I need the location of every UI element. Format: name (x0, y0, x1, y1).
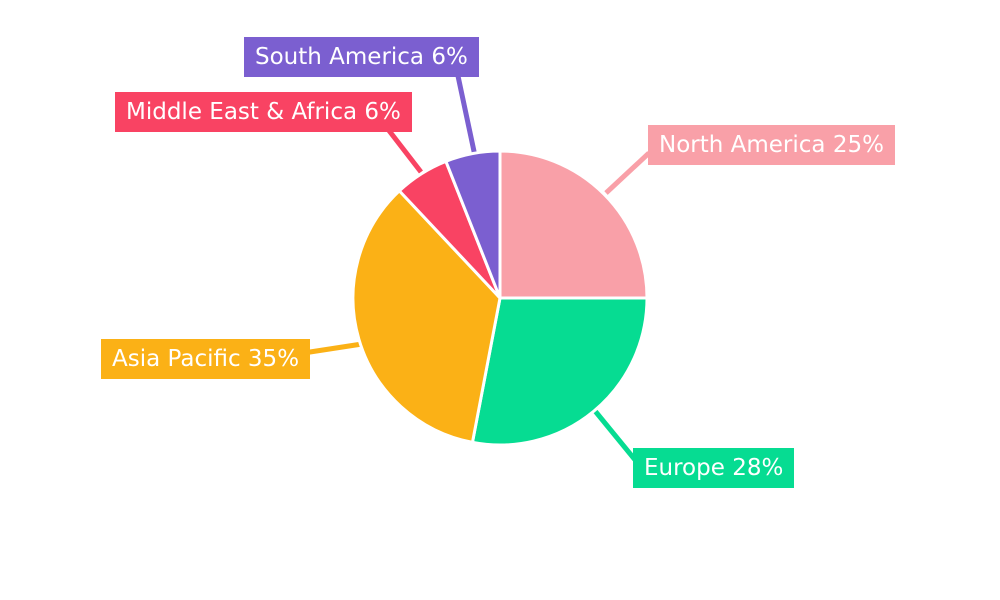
label-north-america: North America 25% (648, 125, 895, 165)
leader-line-middle-east-africa (385, 126, 423, 174)
leader-line-south-america (455, 75, 478, 157)
label-asia-pacific: Asia Pacific 35% (101, 339, 311, 379)
label-middle-east-africa: Middle East & Africa 6% (115, 92, 412, 132)
pie-slice-europe[interactable] (470, 296, 649, 447)
pie-slice-south-america[interactable] (444, 149, 502, 300)
pie-slice-north-america[interactable] (498, 149, 649, 300)
pie-slices-group (351, 149, 649, 447)
leader-line-europe (589, 404, 638, 463)
pie-slice-asia-pacific[interactable] (351, 189, 502, 444)
label-europe: Europe 28% (633, 448, 795, 488)
label-south-america: South America 6% (244, 37, 479, 77)
leader-line-north-america (604, 151, 651, 195)
